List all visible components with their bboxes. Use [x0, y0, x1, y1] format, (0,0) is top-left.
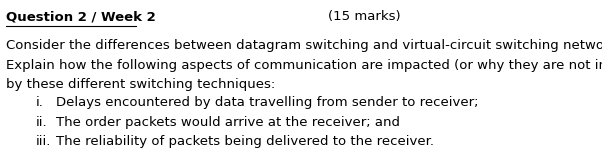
Text: Delays encountered by data travelling from sender to receiver;: Delays encountered by data travelling fr… — [56, 96, 479, 109]
Text: Question 2 / Week 2: Question 2 / Week 2 — [6, 10, 156, 23]
Text: (15 marks): (15 marks) — [327, 10, 400, 23]
Text: The reliability of packets being delivered to the receiver.: The reliability of packets being deliver… — [56, 135, 434, 148]
Text: iii.: iii. — [36, 135, 51, 148]
Text: Explain how the following aspects of communication are impacted (or why they are: Explain how the following aspects of com… — [6, 59, 602, 72]
Text: The order packets would arrive at the receiver; and: The order packets would arrive at the re… — [56, 116, 400, 129]
Text: Consider the differences between datagram switching and virtual-circuit switchin: Consider the differences between datagra… — [6, 39, 602, 52]
Text: i.: i. — [36, 96, 43, 109]
Text: ii.: ii. — [36, 116, 48, 129]
Text: by these different switching techniques:: by these different switching techniques: — [6, 79, 276, 91]
